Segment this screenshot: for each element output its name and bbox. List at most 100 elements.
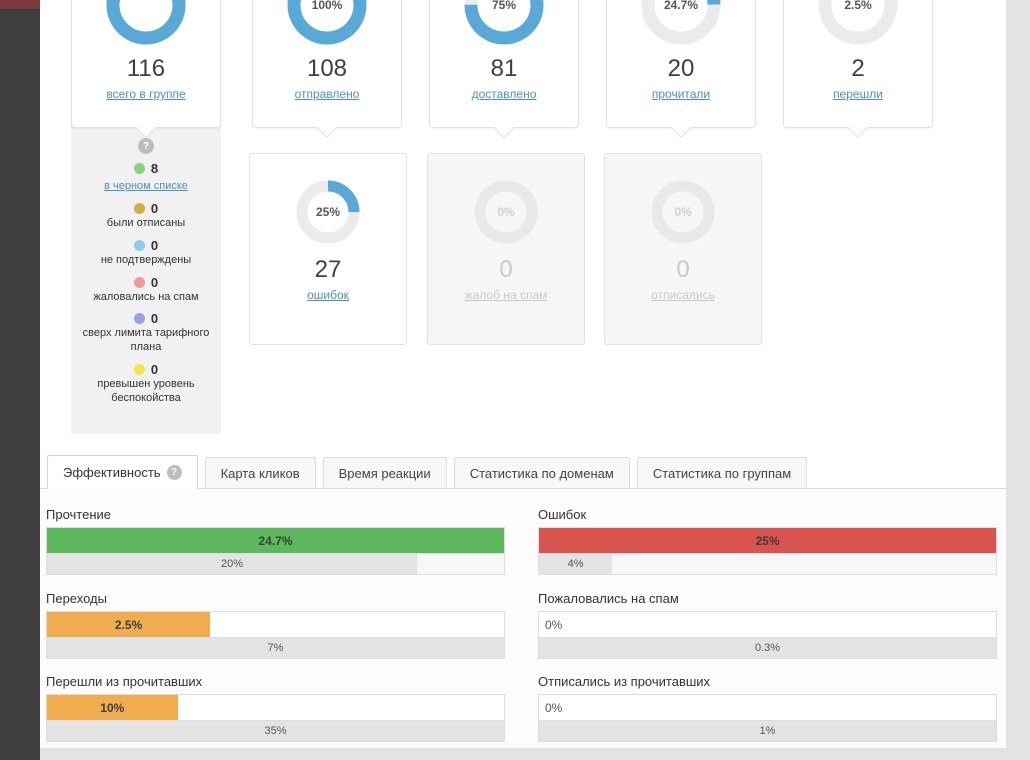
stat-label: Перешли из прочитавших <box>46 674 203 689</box>
tab-label: Карта кликов <box>220 465 300 481</box>
errors-link[interactable]: ошибок <box>307 288 349 302</box>
card-value: 108 <box>306 55 348 82</box>
stat-label: Переходы <box>46 591 107 606</box>
card-link-sent[interactable]: отправлено <box>294 87 360 101</box>
unsubscribed-dot-icon <box>133 203 145 214</box>
stat-block-errors: Ошибок 25% 4% <box>538 507 997 575</box>
tab-label: Статистика по группам <box>652 465 792 481</box>
average-bar-fill <box>47 638 504 658</box>
blacklist-link[interactable]: в черном списке <box>104 180 188 192</box>
legend-item-unconfirmed: 0 не подтверждены <box>101 238 191 268</box>
unsubscribed-link: отписались <box>651 288 715 302</box>
legend-label: превышен уровень беспокойства <box>97 377 195 404</box>
spam-complaints-link: жалоб на спам <box>464 288 548 302</box>
average-bar-fill <box>539 638 996 658</box>
legend-label: жаловались на спам <box>93 290 199 303</box>
legend-value: 0 <box>150 201 159 216</box>
tab-group-stats[interactable]: Статистика по группам <box>636 457 808 488</box>
average-bar-label: 4% <box>567 558 584 570</box>
donut-percent: 75% <box>491 0 517 12</box>
donut-percent: 24.7% <box>663 0 699 12</box>
spam-complaints-card: 0% 0 жалоб на спам <box>427 153 585 345</box>
average-bar-label: 0.3% <box>754 642 781 654</box>
legend-item-over-limit: 0 сверх лимита тарифного плана <box>76 311 216 355</box>
card-link-delivered[interactable]: доставлено <box>471 87 537 101</box>
average-bar: 7% <box>47 637 504 658</box>
average-bar: 0.3% <box>539 637 996 658</box>
donut-chart-unsubscribed: 0% <box>651 180 715 244</box>
value-bar: 24.7% <box>47 528 504 553</box>
card-link-total[interactable]: всего в группе <box>106 87 186 101</box>
unconfirmed-dot-icon <box>133 239 145 251</box>
summary-card-sent: 100% 108 отправлено <box>252 0 402 128</box>
average-bar: 20% <box>47 553 504 574</box>
donut-percent: 0% <box>497 205 515 219</box>
value-bar-label: 0% <box>545 617 563 632</box>
stat-label: Прочтение <box>46 507 111 522</box>
card-value: 0 <box>676 256 690 283</box>
legend-item-blacklist: 8 в черном списке <box>104 161 188 194</box>
donut-percent: 100% <box>311 0 343 12</box>
group-status-panel: ? 8 в черном списке 0 были отписаны 0 не… <box>71 124 221 434</box>
over-limit-dot-icon <box>133 313 145 325</box>
value-bar-label: 0% <box>545 700 563 715</box>
average-bar-label: 20% <box>221 558 244 570</box>
donut-chart-delivered: 75% <box>464 0 544 45</box>
legend-item-spam-complaints: 0 жаловались на спам <box>93 275 198 305</box>
stat-label: Отписались из прочитавших <box>538 674 711 689</box>
tab-label: Время реакции <box>338 465 431 481</box>
value-bar-fill <box>539 528 996 553</box>
help-icon[interactable]: ? <box>166 465 182 480</box>
value-bar-fill <box>47 695 178 720</box>
value-bar-label: 2.5% <box>114 617 143 632</box>
legend-label: сверх лимита тарифного плана <box>82 327 210 353</box>
stat-block-spam-complaints: Пожаловались на спам 0% 0.3% <box>538 591 997 659</box>
card-link-clicked[interactable]: перешли <box>833 87 883 101</box>
errors-card: 25% 27 ошибок <box>249 153 407 345</box>
stat-bars: 0% 0.3% <box>538 611 997 659</box>
app-sidebar <box>0 0 40 760</box>
legend-value: 0 <box>150 237 159 253</box>
stat-label: Пожаловались на спам <box>538 591 679 606</box>
tab-label: Эффективность <box>63 465 161 480</box>
card-link-read[interactable]: прочитали <box>651 87 711 101</box>
value-bar: 10% <box>47 695 504 720</box>
stat-bars: 2.5% 7% <box>46 611 505 659</box>
donut-chart-read: 24.7% <box>641 0 721 45</box>
average-bar: 4% <box>539 553 996 574</box>
tab-effectiveness[interactable]: Эффективность ? <box>47 455 198 489</box>
donut-percent: 25% <box>315 205 341 219</box>
average-bar-label: 35% <box>264 725 287 737</box>
stat-label: Ошибок <box>538 507 587 522</box>
tab-click-map[interactable]: Карта кликов <box>204 457 316 488</box>
help-icon[interactable]: ? <box>138 138 154 154</box>
stat-block-clicks: Переходы 2.5% 7% <box>46 591 505 659</box>
legend-label: были отписаны <box>106 217 186 229</box>
donut-percent <box>106 0 186 45</box>
tab-domain-stats[interactable]: Статистика по доменам <box>453 457 630 488</box>
legend-item-unsubscribed: 0 были отписаны <box>107 201 185 231</box>
value-bar: 25% <box>539 528 996 553</box>
value-bar-label: 24.7% <box>258 533 293 548</box>
average-bar-label: 1% <box>759 725 776 737</box>
value-bar: 2.5% <box>47 612 504 637</box>
stat-bars: 10% 35% <box>46 694 505 742</box>
legend-label: не подтверждены <box>100 253 192 266</box>
stats-tabbar: Эффективность ? Карта кликов Время реакц… <box>40 455 1006 489</box>
value-bar: 0% <box>539 695 996 720</box>
summary-card-clicked: 2.5% 2 перешли <box>783 0 933 128</box>
unsubscribed-card: 0% 0 отписались <box>604 153 762 345</box>
value-bar-fill <box>47 612 211 637</box>
card-value: 2 <box>851 55 865 82</box>
donut-chart-errors: 25% <box>296 180 360 244</box>
stat-block-read-rate: Прочтение 24.7% 20% <box>46 507 505 575</box>
sidebar-logo <box>0 0 40 9</box>
tab-label: Статистика по доменам <box>469 465 614 481</box>
stat-block-clicks-from-reads: Перешли из прочитавших 10% 35% <box>46 674 505 742</box>
stat-block-unsubs-from-reads: Отписались из прочитавших 0% 1% <box>538 674 997 742</box>
summary-card-total: 116 всего в группе <box>71 0 221 128</box>
card-value: 116 <box>126 55 166 82</box>
stat-bars: 24.7% 20% <box>46 527 505 575</box>
tab-reaction-time[interactable]: Время реакции <box>322 457 447 488</box>
value-bar: 0% <box>539 612 996 637</box>
